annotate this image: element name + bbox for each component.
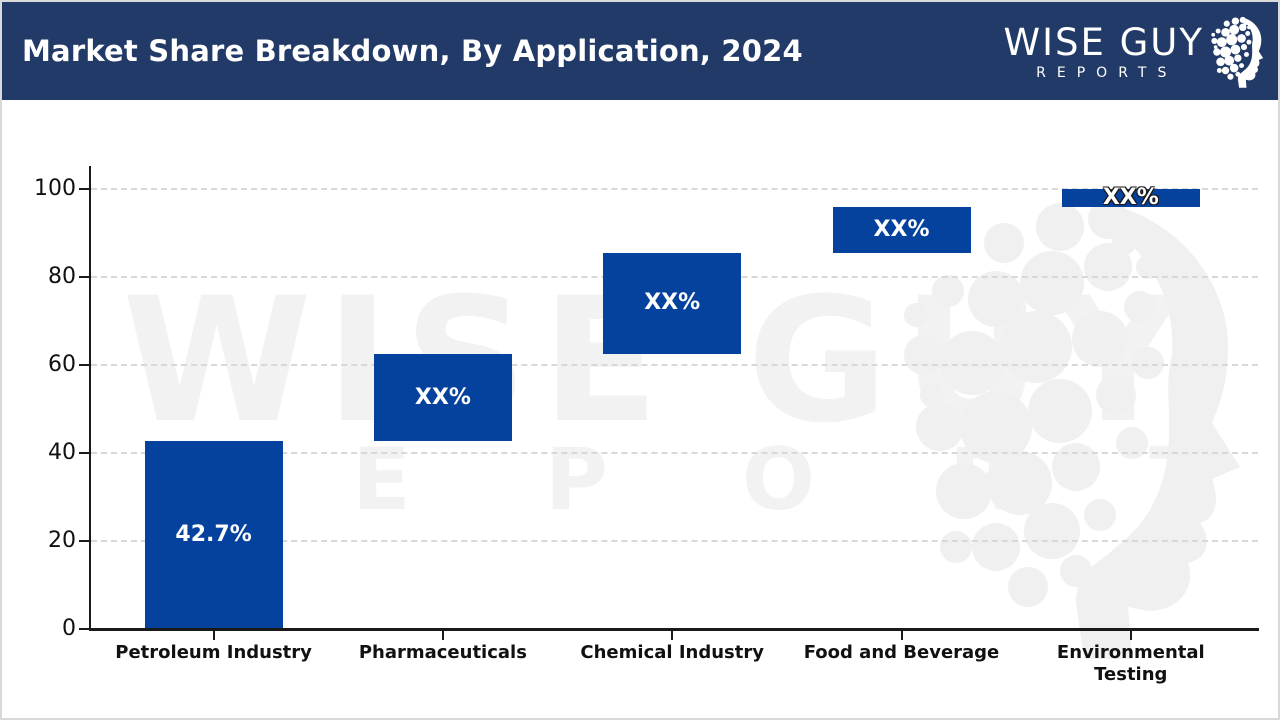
y-axis-line [89, 166, 91, 631]
bar-value-label: XX% [644, 290, 701, 316]
y-tick-label: 40 [48, 440, 76, 465]
bar-segment: XX% [832, 206, 971, 253]
x-tick [900, 631, 903, 640]
x-tick-label: Pharmaceuticals [358, 642, 527, 663]
bar-value-label: 42.7% [175, 522, 252, 548]
bar-segment: XX% [603, 252, 742, 354]
x-axis-line [89, 628, 1259, 631]
y-tick [79, 540, 89, 542]
x-tick [212, 631, 215, 640]
y-tick [79, 364, 89, 366]
header-bar: Market Share Breakdown, By Application, … [2, 2, 1278, 100]
x-tick [1129, 631, 1132, 640]
page-title: Market Share Breakdown, By Application, … [22, 34, 803, 68]
gridline [91, 188, 1258, 190]
watermark-face-icon [884, 187, 1244, 667]
y-tick-label: 0 [62, 616, 76, 641]
y-tick-label: 20 [48, 528, 76, 553]
y-tick [79, 452, 89, 454]
logo-brand-name: WISE GUY [1003, 21, 1204, 64]
bar-value-label: XX% [873, 216, 930, 242]
x-tick-label: Environmental Testing [1056, 642, 1205, 685]
logo-brand-subtitle: REPORTS [1036, 65, 1178, 81]
wiseguy-logo-text: WISE GUY REPORTS [1004, 24, 1204, 80]
y-tick [79, 188, 89, 190]
x-tick [441, 631, 444, 640]
wiseguy-logo: WISE GUY REPORTS [1004, 14, 1264, 90]
bar-value-label: XX% [414, 384, 471, 410]
x-tick-label: Chemical Industry [580, 642, 764, 663]
bar-segment: XX% [1061, 184, 1200, 210]
gridline [91, 364, 1258, 366]
x-tick-label: Food and Beverage [803, 642, 1000, 663]
gridline [91, 452, 1258, 454]
x-tick-label: Petroleum Industry [115, 642, 312, 663]
y-tick [79, 276, 89, 278]
bar-value-label: XX% [1102, 184, 1159, 210]
bar-segment: 42.7% [144, 441, 283, 629]
gridline [91, 540, 1258, 542]
y-tick-label: 100 [34, 176, 76, 201]
y-tick-label: 80 [48, 264, 76, 289]
y-tick-label: 60 [48, 352, 76, 377]
y-tick [79, 628, 89, 630]
wiseguy-face-icon [1208, 15, 1264, 89]
bar-segment: XX% [373, 354, 512, 442]
x-tick [671, 631, 674, 640]
